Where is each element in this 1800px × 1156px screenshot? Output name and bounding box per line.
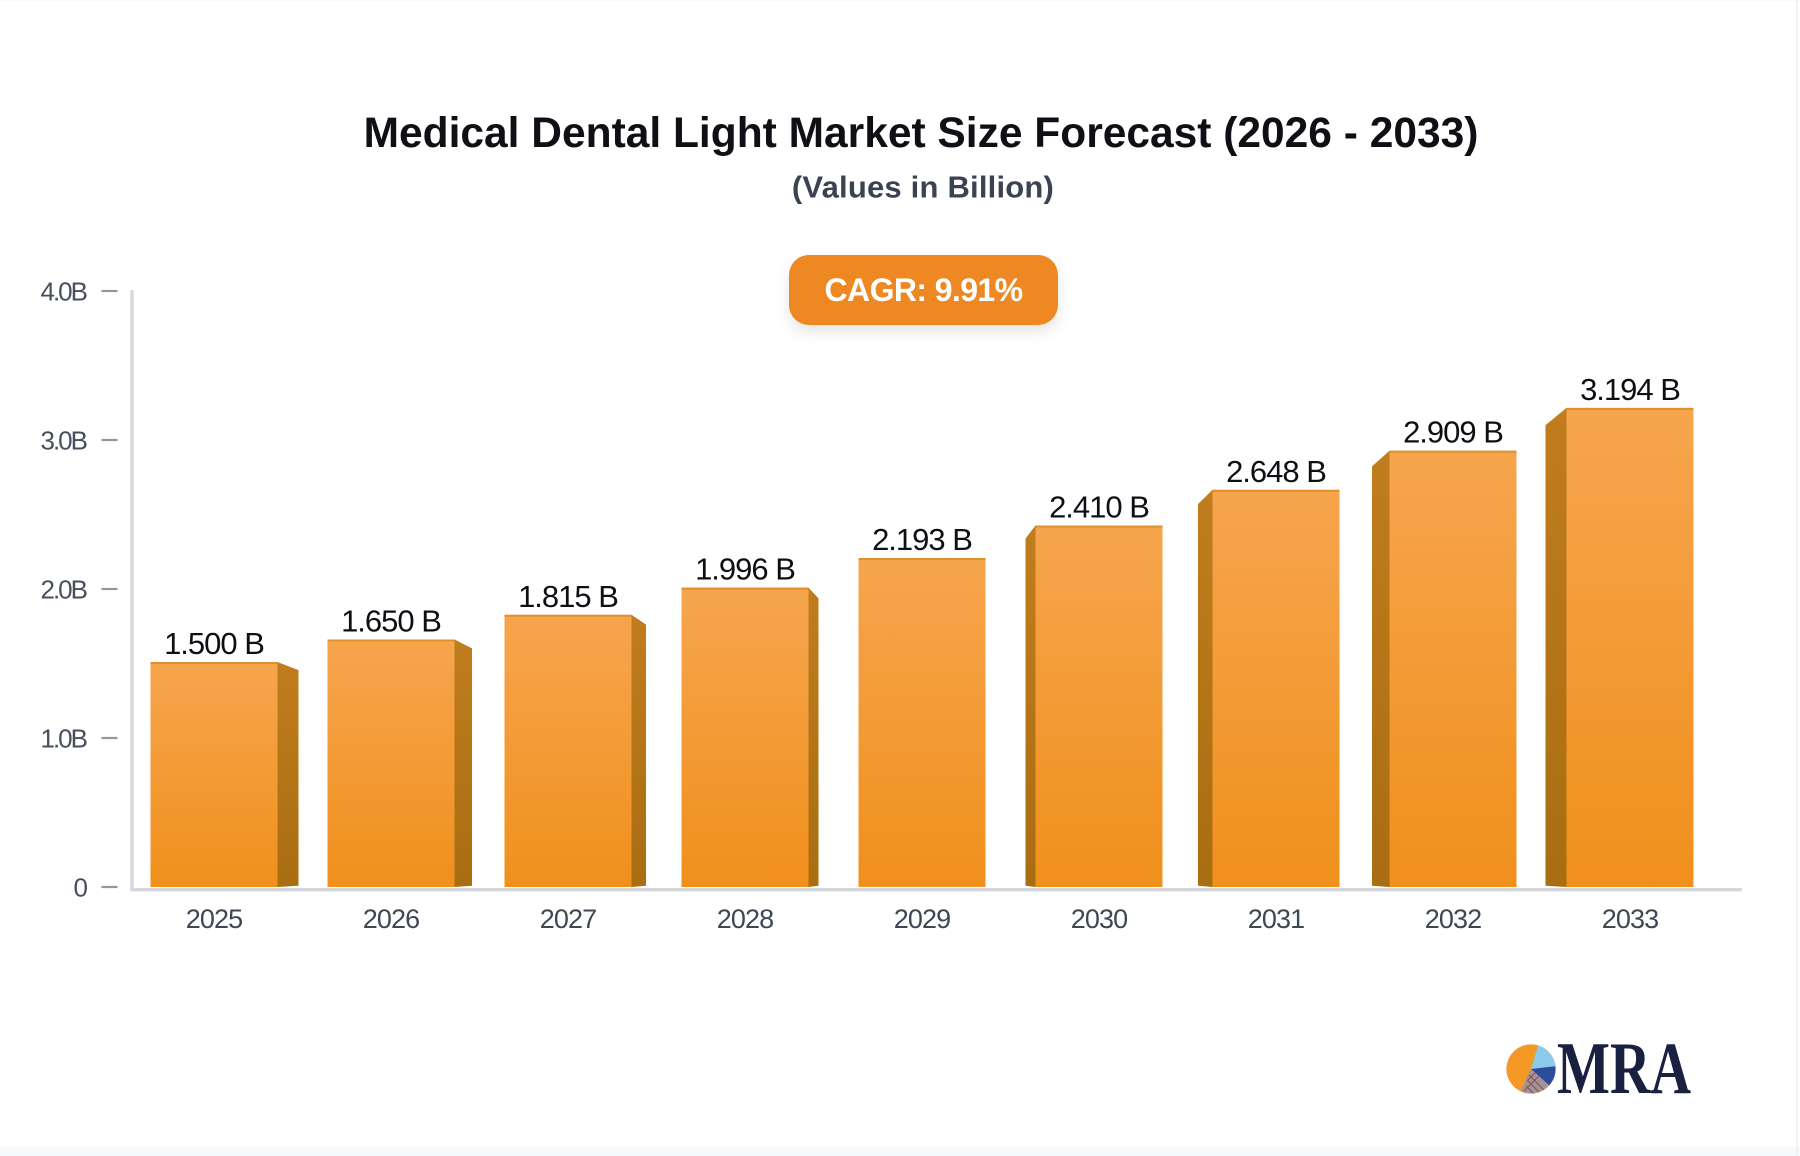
svg-text:2026: 2026: [363, 904, 419, 934]
svg-text:(Values in Billion): (Values in Billion): [792, 170, 1054, 205]
svg-text:MRA: MRA: [1557, 1028, 1691, 1110]
svg-text:4.0B: 4.0B: [41, 277, 87, 307]
svg-text:2030: 2030: [1071, 904, 1127, 934]
svg-text:2.648 B: 2.648 B: [1226, 454, 1326, 489]
svg-text:2028: 2028: [717, 904, 773, 934]
svg-text:3.0B: 3.0B: [41, 426, 87, 456]
svg-text:0: 0: [74, 873, 88, 903]
svg-text:1.650 B: 1.650 B: [341, 604, 441, 639]
svg-text:Medical Dental Light Market Si: Medical Dental Light Market Size Forecas…: [364, 110, 1479, 157]
svg-text:CAGR: 9.91%: CAGR: 9.91%: [825, 272, 1023, 308]
svg-text:2025: 2025: [186, 904, 242, 934]
svg-text:2032: 2032: [1425, 904, 1481, 934]
svg-text:1.815 B: 1.815 B: [518, 579, 618, 614]
svg-text:2.0B: 2.0B: [41, 575, 87, 605]
svg-text:1.996 B: 1.996 B: [695, 552, 795, 587]
svg-text:2027: 2027: [540, 904, 596, 934]
svg-text:2029: 2029: [894, 904, 950, 934]
svg-text:2.410 B: 2.410 B: [1049, 490, 1149, 525]
svg-text:2033: 2033: [1602, 904, 1658, 934]
svg-text:1.0B: 1.0B: [41, 724, 87, 754]
svg-text:2031: 2031: [1248, 904, 1304, 934]
svg-text:2.193 B: 2.193 B: [872, 522, 972, 557]
svg-text:2.909 B: 2.909 B: [1403, 415, 1503, 450]
svg-text:3.194 B: 3.194 B: [1580, 372, 1680, 407]
svg-text:1.500 B: 1.500 B: [164, 626, 264, 661]
